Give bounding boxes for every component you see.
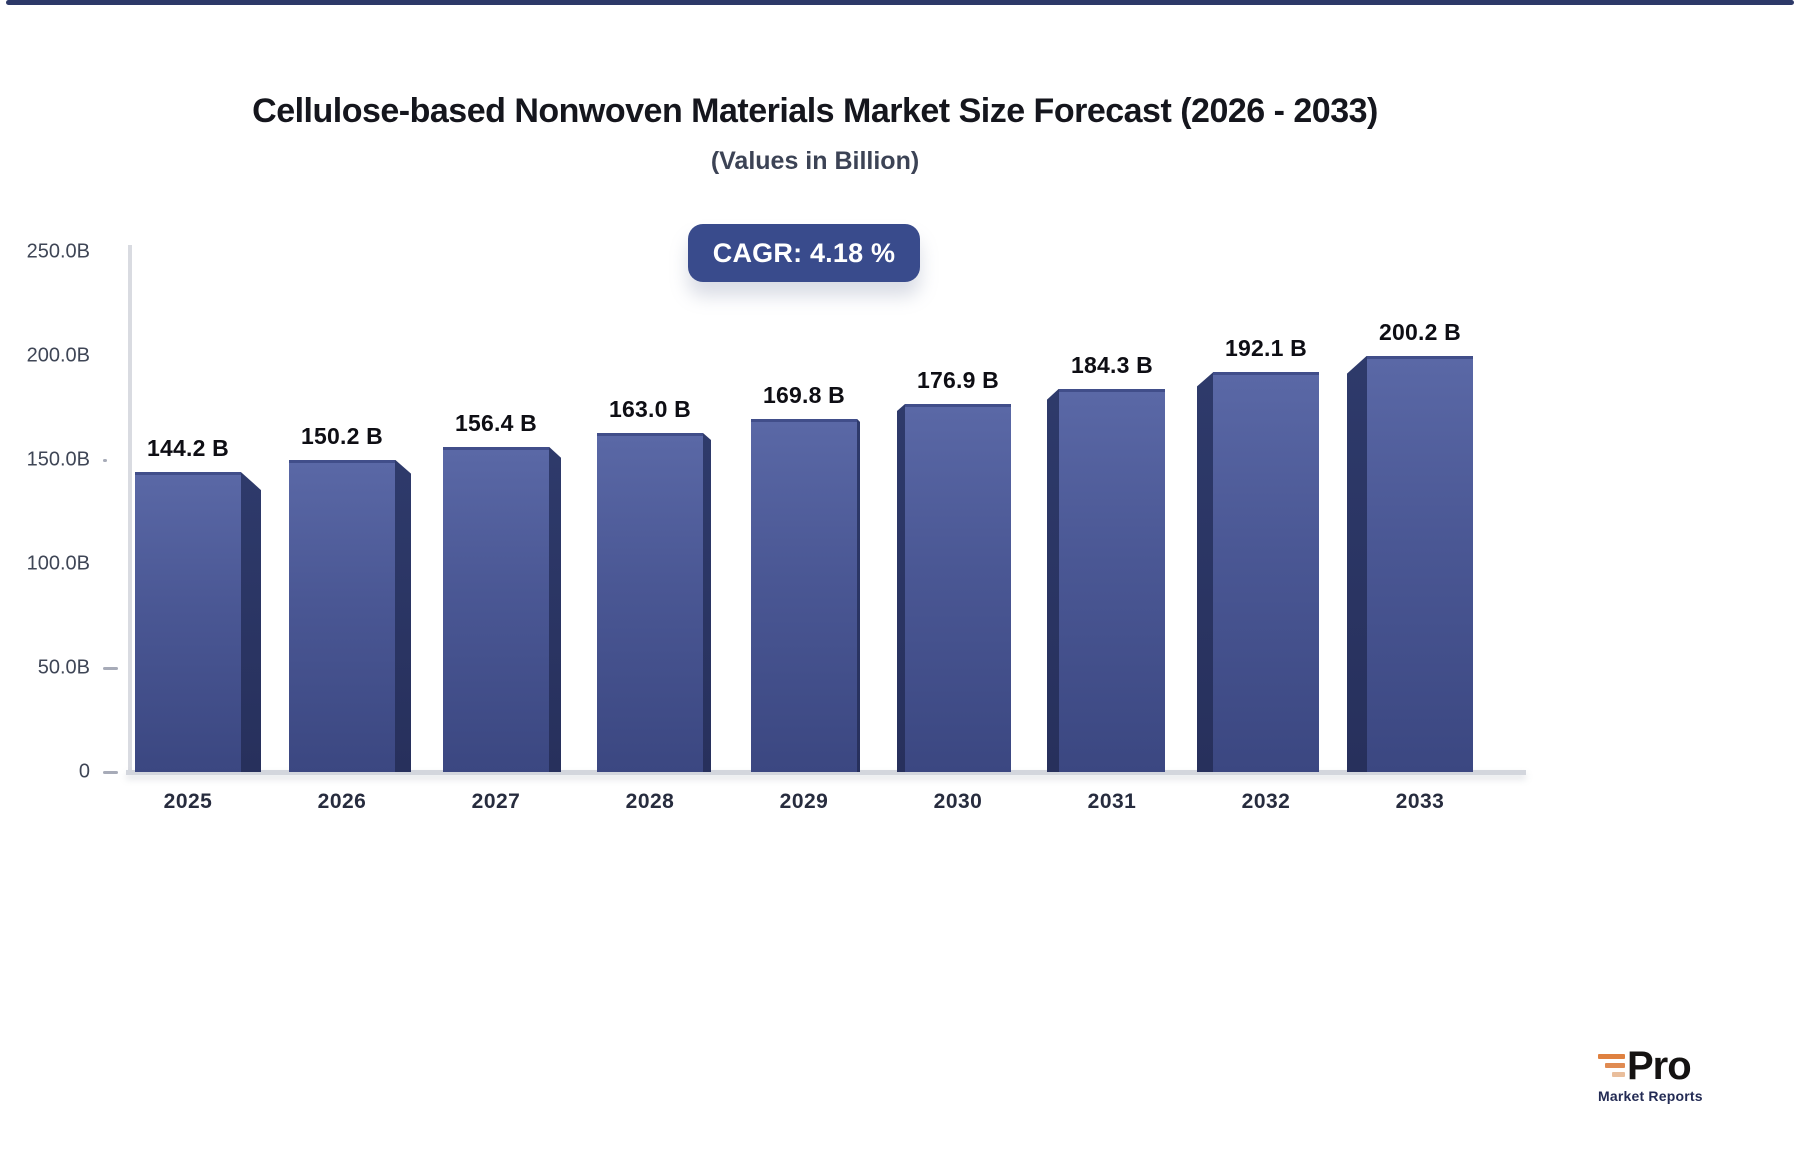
x-year-label-2027: 2027	[471, 790, 521, 813]
bar-2033	[1367, 355, 1473, 772]
y-tick-label-0: 0	[78, 760, 90, 783]
chart-subtitle: (Values in Billion)	[710, 147, 920, 175]
bar-side-face-2028	[703, 432, 711, 772]
y-tick-label-100: 100.0B	[26, 552, 90, 575]
bar-value-label-2026: 150.2 B	[301, 422, 383, 449]
top-accent-bar	[6, 0, 1794, 5]
bar-2030	[905, 404, 1011, 772]
x-axis-baseline	[126, 770, 1526, 775]
bar-side-face-2029	[857, 418, 860, 772]
bar-side-face-2032	[1197, 372, 1213, 772]
bar-value-label-2033: 200.2 B	[1379, 318, 1461, 345]
bar-value-label-2028: 163.0 B	[609, 395, 691, 422]
cagr-badge: CAGR: 4.18 %	[688, 224, 920, 282]
logo-flag-icon	[1598, 1054, 1625, 1077]
bar-side-face-2025	[241, 472, 261, 772]
x-year-label-2028: 2028	[625, 790, 675, 813]
bar-value-label-2027: 156.4 B	[455, 409, 537, 436]
bar-2026	[289, 459, 395, 772]
bar-side-face-2027	[549, 446, 561, 772]
pro-market-reports-logo: Pro Market Reports	[1598, 1046, 1748, 1104]
y-tick-mark-50	[103, 667, 118, 670]
bar-side-face-2031	[1047, 388, 1059, 772]
bar-value-label-2032: 192.1 B	[1225, 335, 1307, 362]
logo-name: Pro	[1627, 1044, 1692, 1088]
y-tick-label-200: 200.0B	[26, 344, 90, 367]
bar-2025	[135, 472, 241, 772]
bar-value-label-2029: 169.8 B	[763, 381, 845, 408]
y-tick-label-50: 50.0B	[37, 656, 90, 679]
bar-2027	[443, 446, 549, 772]
bar-side-face-2030	[897, 404, 905, 772]
bar-value-label-2025: 144.2 B	[147, 435, 229, 462]
logo-tagline: Market Reports	[1598, 1088, 1703, 1104]
x-year-label-2031: 2031	[1087, 790, 1137, 813]
chart-header: Cellulose-based Nonwoven Materials Marke…	[0, 92, 1630, 176]
y-tick-mark-150	[103, 459, 107, 462]
x-year-label-2033: 2033	[1395, 790, 1445, 813]
x-year-label-2025: 2025	[163, 790, 213, 813]
bar-side-face-2033	[1347, 355, 1367, 772]
bar-side-face-2026	[395, 459, 411, 772]
y-tick-label-250: 250.0B	[26, 240, 90, 263]
bar-value-label-2030: 176.9 B	[917, 367, 999, 394]
bar-2029	[751, 418, 857, 772]
bar-value-label-2031: 184.3 B	[1071, 351, 1153, 378]
y-axis-line	[128, 245, 132, 775]
cagr-badge-label: CAGR: 4.18 %	[712, 237, 896, 268]
x-year-label-2032: 2032	[1241, 790, 1291, 813]
bar-2032	[1213, 372, 1319, 772]
y-tick-label-150: 150.0B	[26, 448, 90, 471]
x-year-label-2030: 2030	[933, 790, 983, 813]
y-tick-mark-0	[103, 771, 118, 774]
bar-2031	[1059, 388, 1165, 772]
chart-title: Cellulose-based Nonwoven Materials Marke…	[252, 92, 1378, 130]
x-year-label-2029: 2029	[779, 790, 829, 813]
x-year-label-2026: 2026	[317, 790, 367, 813]
bar-2028	[597, 432, 703, 772]
